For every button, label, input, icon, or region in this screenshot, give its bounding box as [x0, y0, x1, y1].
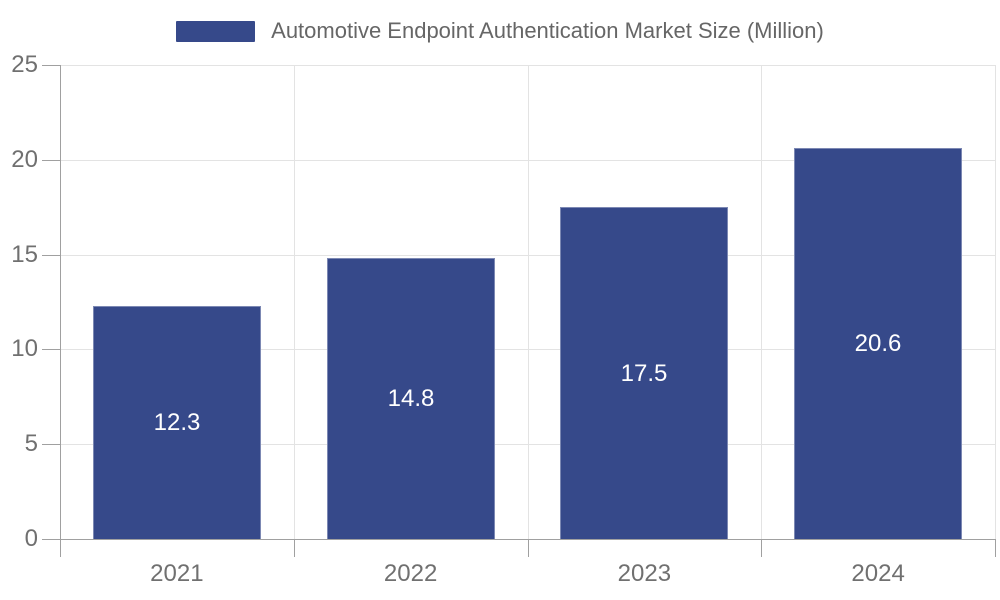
y-axis-tick-label: 25 — [11, 51, 38, 78]
gridline-horizontal — [60, 444, 995, 446]
bar-2024[interactable]: 20.6 — [794, 148, 962, 539]
y-axis-tick — [42, 159, 60, 161]
y-axis-tick — [42, 349, 60, 351]
y-axis-tick-label: 0 — [24, 525, 38, 552]
bar-2023[interactable]: 17.5 — [560, 207, 728, 539]
plot-area: 12.3 14.8 17.5 20.6 — [60, 65, 996, 540]
x-axis-tick-label: 2024 — [851, 560, 905, 587]
gridline-vertical — [761, 65, 762, 539]
gridline-vertical — [294, 65, 295, 539]
gridline-horizontal — [60, 254, 995, 256]
y-axis-tick — [42, 444, 60, 446]
legend-label: Automotive Endpoint Authentication Marke… — [271, 18, 824, 43]
y-axis-tick — [42, 65, 60, 66]
y-axis-tick-label: 20 — [11, 145, 38, 173]
x-axis-line — [60, 539, 995, 540]
legend[interactable]: Automotive Endpoint Authentication Marke… — [0, 18, 1000, 44]
bar-value-label: 12.3 — [153, 408, 201, 436]
y-axis-tick — [42, 539, 60, 540]
bar-value-label: 17.5 — [620, 359, 668, 387]
x-axis-tick-label: 2022 — [383, 560, 438, 587]
x-axis-tick — [761, 539, 762, 557]
plot-right-border — [995, 65, 996, 539]
gridline-vertical — [528, 65, 529, 539]
x-axis-tick — [60, 539, 61, 557]
y-axis-tick-label: 5 — [24, 430, 38, 458]
y-axis-tick — [42, 254, 60, 256]
x-axis-tick-label: 2023 — [617, 560, 672, 587]
x-axis-tick — [528, 539, 529, 557]
x-axis-tick — [294, 539, 295, 557]
gridline-horizontal — [60, 349, 995, 351]
bar-value-label: 20.6 — [854, 330, 902, 358]
y-axis-tick-label: 10 — [11, 335, 38, 363]
x-axis-tick-label: 2021 — [150, 560, 204, 587]
legend-swatch — [176, 20, 256, 42]
bar-2021[interactable]: 12.3 — [93, 305, 261, 539]
gridline-horizontal — [60, 159, 995, 161]
bar-2022[interactable]: 14.8 — [327, 258, 495, 539]
bar-value-label: 14.8 — [387, 385, 435, 413]
gridline-horizontal — [60, 65, 995, 66]
y-axis-line — [60, 65, 61, 539]
x-axis-tick — [995, 539, 996, 557]
y-axis-tick-label: 15 — [11, 240, 38, 268]
